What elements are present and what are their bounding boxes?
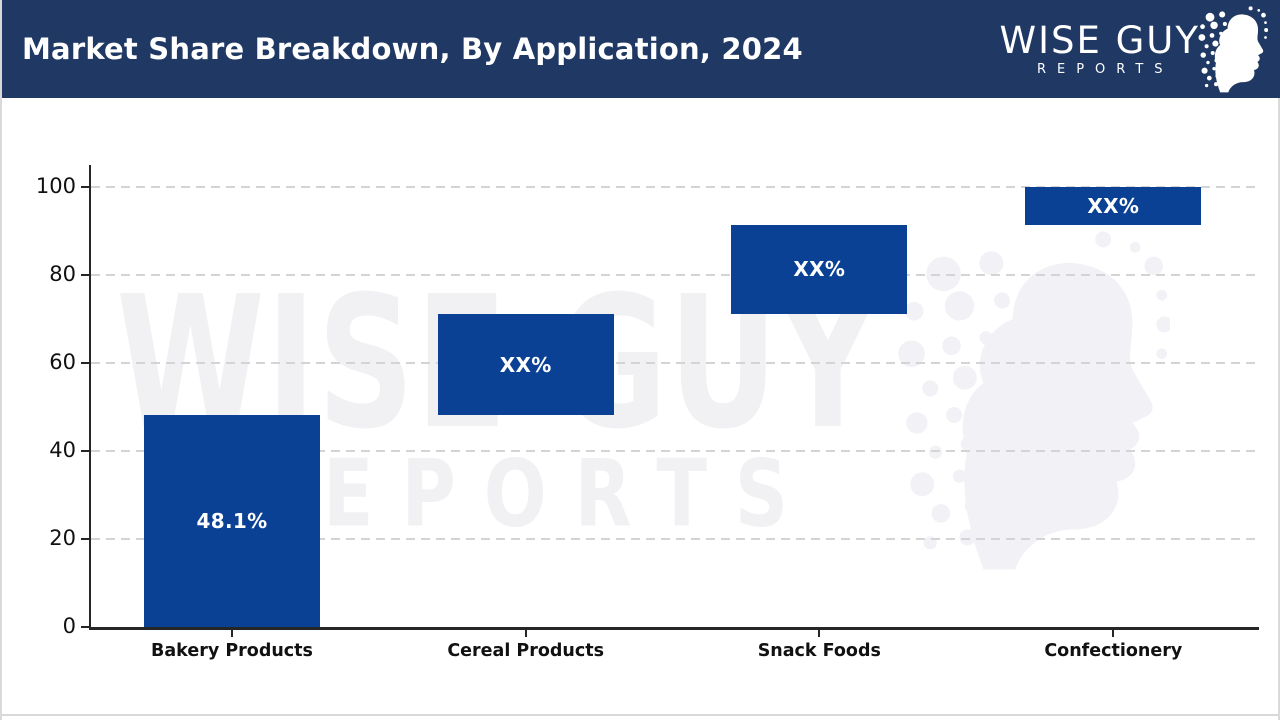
y-axis-line [89, 165, 91, 629]
bar-confectionery: XX% [1025, 187, 1202, 225]
y-tick-mark-20 [81, 538, 89, 540]
y-tick-label-80: 80 [49, 262, 76, 286]
x-axis-line [89, 627, 1259, 630]
y-tick-label-60: 60 [49, 350, 76, 374]
y-tick-label-0: 0 [62, 614, 76, 638]
bar-snack-foods: XX% [731, 224, 908, 314]
watermark-face-icon [898, 231, 1170, 570]
bar-value-label-confectionery: XX% [1087, 193, 1140, 218]
y-tick-mark-80 [81, 274, 89, 276]
logo-subtitle: REPORTS [1036, 62, 1174, 77]
dotted-face-icon [1198, 6, 1268, 93]
x-category-label-confectionery: Confectionery [1044, 641, 1183, 661]
gridline-100 [91, 186, 1257, 188]
x-tick-mark-bakery-products [231, 630, 233, 637]
page-title: Market Share Breakdown, By Application, … [22, 32, 803, 66]
logo-wordmark: WISE GUY [999, 19, 1200, 62]
wise-guy-reports-logo: WISE GUY REPORTS [1000, 5, 1268, 93]
bar-value-label-snack-foods: XX% [793, 257, 846, 282]
y-tick-label-100: 100 [35, 174, 76, 198]
gridline-60 [91, 362, 1257, 364]
y-tick-mark-0 [81, 626, 89, 628]
bar-value-label-bakery-products: 48.1% [196, 509, 268, 534]
x-category-label-cereal-products: Cereal Products [447, 641, 605, 661]
header-bar: Market Share Breakdown, By Application, … [2, 0, 1280, 98]
y-tick-label-20: 20 [49, 526, 76, 550]
y-tick-label-40: 40 [49, 438, 76, 462]
y-tick-mark-100 [81, 186, 89, 188]
bar-bakery-products: 48.1% [144, 415, 320, 627]
bar-cereal-products: XX% [437, 313, 614, 416]
x-category-label-bakery-products: Bakery Products [151, 641, 313, 661]
x-tick-mark-confectionery [1112, 630, 1115, 637]
gridline-40 [91, 450, 1257, 452]
bar-value-label-cereal-products: XX% [499, 352, 552, 377]
x-tick-mark-snack-foods [818, 630, 821, 637]
gridline-20 [91, 538, 1257, 540]
logo-text: WISE GUY REPORTS [1000, 22, 1200, 76]
page-bottom-border [2, 714, 1278, 716]
watermark-text-line2: REPORTS [238, 440, 817, 548]
x-tick-mark-cereal-products [524, 630, 527, 637]
gridline-80 [91, 274, 1257, 276]
y-tick-mark-40 [81, 450, 89, 452]
y-tick-mark-60 [81, 362, 89, 364]
x-category-label-snack-foods: Snack Foods [757, 641, 881, 661]
